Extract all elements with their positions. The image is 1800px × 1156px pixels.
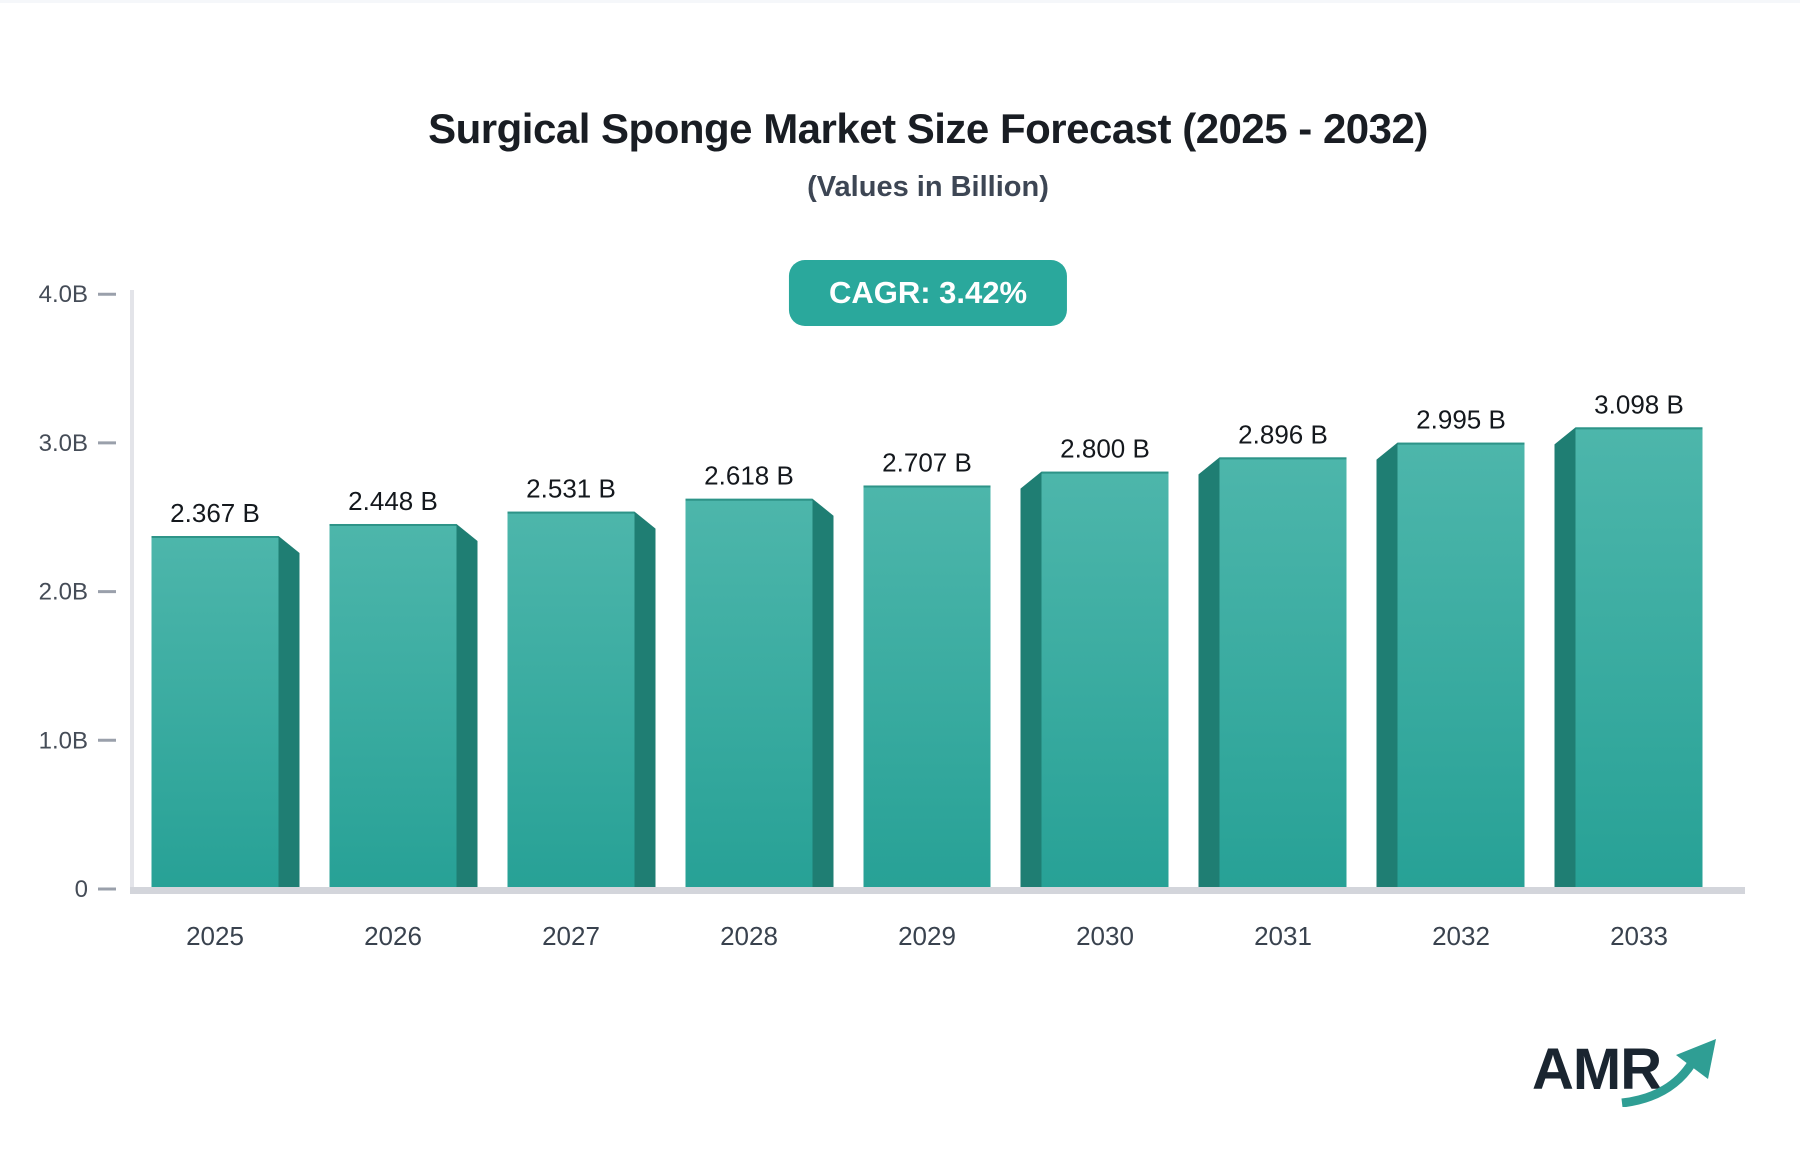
bar-2030 <box>1041 471 1169 888</box>
bar-value-label: 3.098 B <box>1594 389 1684 419</box>
x-axis-label: 2030 <box>1076 921 1134 951</box>
x-axis-label: 2031 <box>1254 921 1312 951</box>
growth-arrow-icon <box>1621 1039 1716 1107</box>
bar-2033 <box>1575 427 1703 888</box>
bar-2031 <box>1219 457 1347 888</box>
bar-side-2031 <box>1198 457 1220 888</box>
y-tick-label: 0 <box>75 876 88 903</box>
bar-chart: 0 1.0B 2.0B 3.0B 4.0B 2.367 B 2025 2.448 B 2026 2… <box>39 281 1745 951</box>
y-tick-label: 4.0B <box>39 281 88 308</box>
bar-2032 <box>1397 442 1525 888</box>
bar-value-label: 2.448 B <box>348 486 438 516</box>
x-axis-label: 2033 <box>1610 921 1668 951</box>
x-axis-label: 2028 <box>720 921 778 951</box>
y-tick-label: 2.0B <box>39 579 88 606</box>
x-axis-label: 2025 <box>186 921 244 951</box>
bar-value-label: 2.707 B <box>882 447 972 477</box>
x-axis-label: 2026 <box>364 921 422 951</box>
bar-2028 <box>685 498 813 888</box>
bar-side-2027 <box>634 511 656 888</box>
x-axis-label: 2032 <box>1432 921 1490 951</box>
y-tick-label: 3.0B <box>39 430 88 457</box>
x-axis-label: 2029 <box>898 921 956 951</box>
bar-value-label: 2.995 B <box>1416 405 1506 435</box>
bar-side-2026 <box>456 523 478 888</box>
bar-side-2032 <box>1376 442 1398 888</box>
bar-value-label: 2.531 B <box>526 474 616 504</box>
bar-2029 <box>863 485 991 888</box>
chart-title: Surgical Sponge Market Size Forecast (20… <box>428 105 1428 152</box>
bar-2026 <box>329 523 457 888</box>
bar-value-label: 2.896 B <box>1238 419 1328 449</box>
bar-side-2028 <box>812 498 834 888</box>
bar-side-2033 <box>1554 427 1576 888</box>
bar-2027 <box>507 511 635 888</box>
bar-2025 <box>151 536 279 888</box>
bar-side-2025 <box>278 536 300 888</box>
chart-subtitle: (Values in Billion) <box>807 171 1049 203</box>
bar-value-label: 2.618 B <box>704 461 794 491</box>
y-tick-label: 1.0B <box>39 727 88 754</box>
bar-side-2030 <box>1020 471 1042 888</box>
amr-logo: AMR <box>1532 1037 1732 1121</box>
x-axis-label: 2027 <box>542 921 600 951</box>
cagr-badge: CAGR: 3.42% <box>788 260 1068 326</box>
bar-value-label: 2.367 B <box>170 498 260 528</box>
bar-value-label: 2.800 B <box>1060 434 1150 464</box>
amr-logo-text: AMR <box>1532 1037 1662 1102</box>
